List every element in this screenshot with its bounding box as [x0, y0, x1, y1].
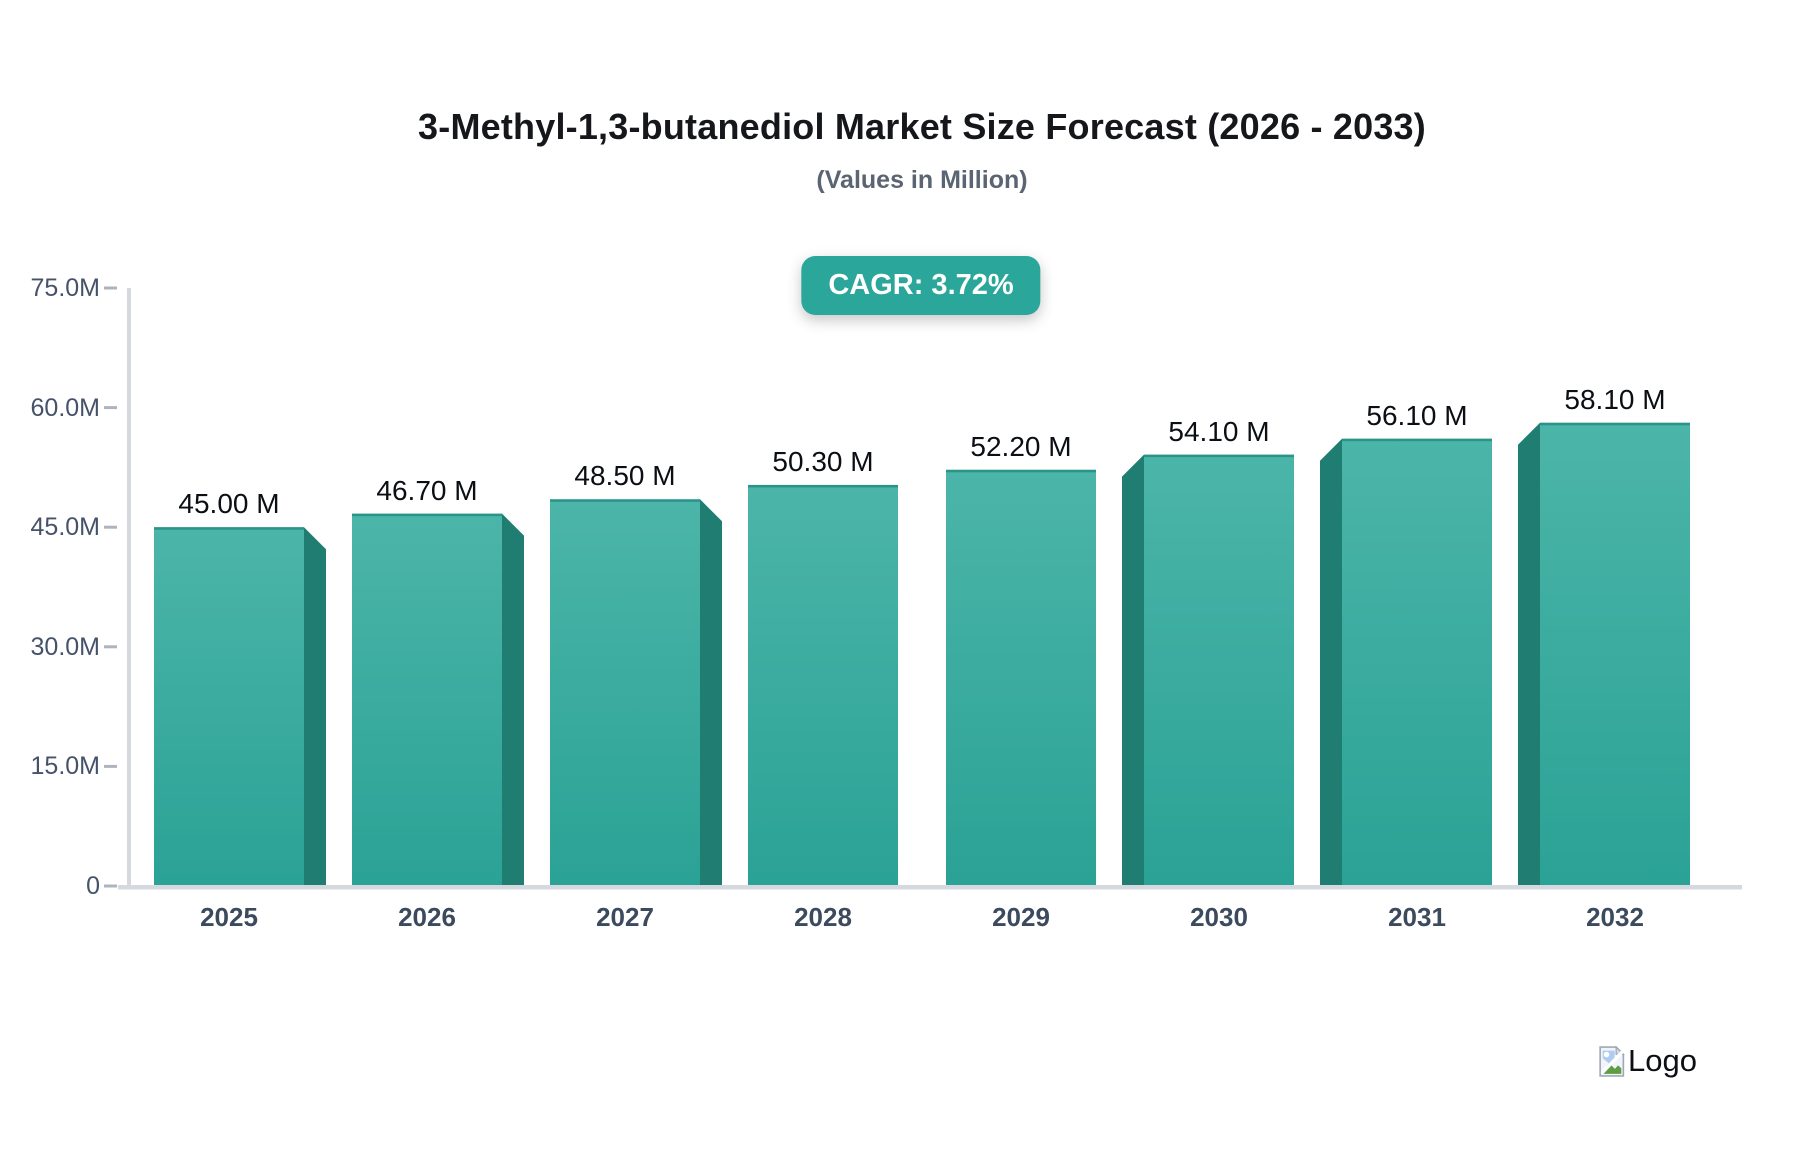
- x-axis-label: 2025: [200, 902, 258, 932]
- bar-2027: [550, 499, 700, 886]
- x-axis-label: 2028: [794, 902, 852, 932]
- bar-side-2025: [304, 527, 326, 886]
- x-axis-label: 2029: [992, 902, 1050, 932]
- bar-top-edge: [1540, 422, 1690, 426]
- x-axis-label: 2026: [398, 902, 456, 932]
- bar-value-label: 52.20 M: [970, 430, 1072, 462]
- x-axis-label: 2030: [1190, 902, 1248, 932]
- logo: Logo: [1596, 1040, 1697, 1082]
- bar-side-2032: [1518, 422, 1540, 886]
- bar-2026: [352, 513, 502, 886]
- bar-value-label: 48.50 M: [574, 460, 676, 492]
- y-axis-tick: [104, 884, 117, 888]
- bar-2031: [1342, 438, 1492, 886]
- y-axis-label: 30.0M: [30, 632, 100, 661]
- bar-side-2027: [700, 499, 722, 886]
- bar-side-2026: [502, 513, 524, 886]
- cagr-badge: CAGR: 3.72%: [801, 256, 1041, 315]
- bar-value-label: 50.30 M: [772, 445, 874, 477]
- y-axis-tick: [104, 764, 117, 768]
- bar-top-edge: [946, 469, 1096, 473]
- bar-top-edge: [154, 527, 304, 530]
- bar-value-label: 58.10 M: [1564, 383, 1666, 415]
- bar-top-edge: [352, 513, 502, 517]
- bar-value-label: 54.10 M: [1168, 415, 1270, 447]
- bar-top-edge: [550, 499, 700, 502]
- logo-text: Logo: [1628, 1043, 1697, 1078]
- bar-2029: [946, 469, 1096, 886]
- y-axis-label: 0: [86, 872, 100, 900]
- x-axis-label: 2031: [1388, 902, 1446, 932]
- y-axis-label: 60.0M: [30, 393, 100, 422]
- bar-value-label: 56.10 M: [1366, 399, 1468, 431]
- x-axis-label: 2027: [596, 902, 654, 932]
- x-axis-line: [118, 885, 1742, 890]
- bar-2032: [1540, 422, 1690, 886]
- bar-side-2031: [1320, 438, 1342, 886]
- bar-value-label: 45.00 M: [178, 488, 280, 520]
- bar-2028: [748, 484, 898, 886]
- chart-subtitle: (Values in Million): [816, 166, 1028, 194]
- y-axis-tick: [104, 645, 117, 649]
- bar-2025: [154, 527, 304, 886]
- y-axis-label: 45.0M: [30, 513, 100, 542]
- y-axis-label: 15.0M: [30, 752, 100, 781]
- bar-2030: [1144, 454, 1294, 886]
- bar-top-edge: [748, 484, 898, 488]
- bar-side-2030: [1122, 454, 1144, 886]
- y-axis-label: 75.0M: [30, 274, 100, 302]
- bar-top-edge: [1144, 454, 1294, 458]
- y-axis-line: [127, 288, 131, 886]
- y-axis-tick: [104, 525, 117, 529]
- bar-top-edge: [1342, 438, 1492, 442]
- chart-title: 3-Methyl-1,3-butanediol Market Size Fore…: [418, 106, 1426, 147]
- broken-image-icon: [1599, 1045, 1625, 1077]
- y-axis-tick: [104, 286, 117, 290]
- bar-value-label: 46.70 M: [376, 474, 478, 506]
- y-axis-tick: [104, 406, 117, 410]
- x-axis-label: 2032: [1586, 902, 1644, 932]
